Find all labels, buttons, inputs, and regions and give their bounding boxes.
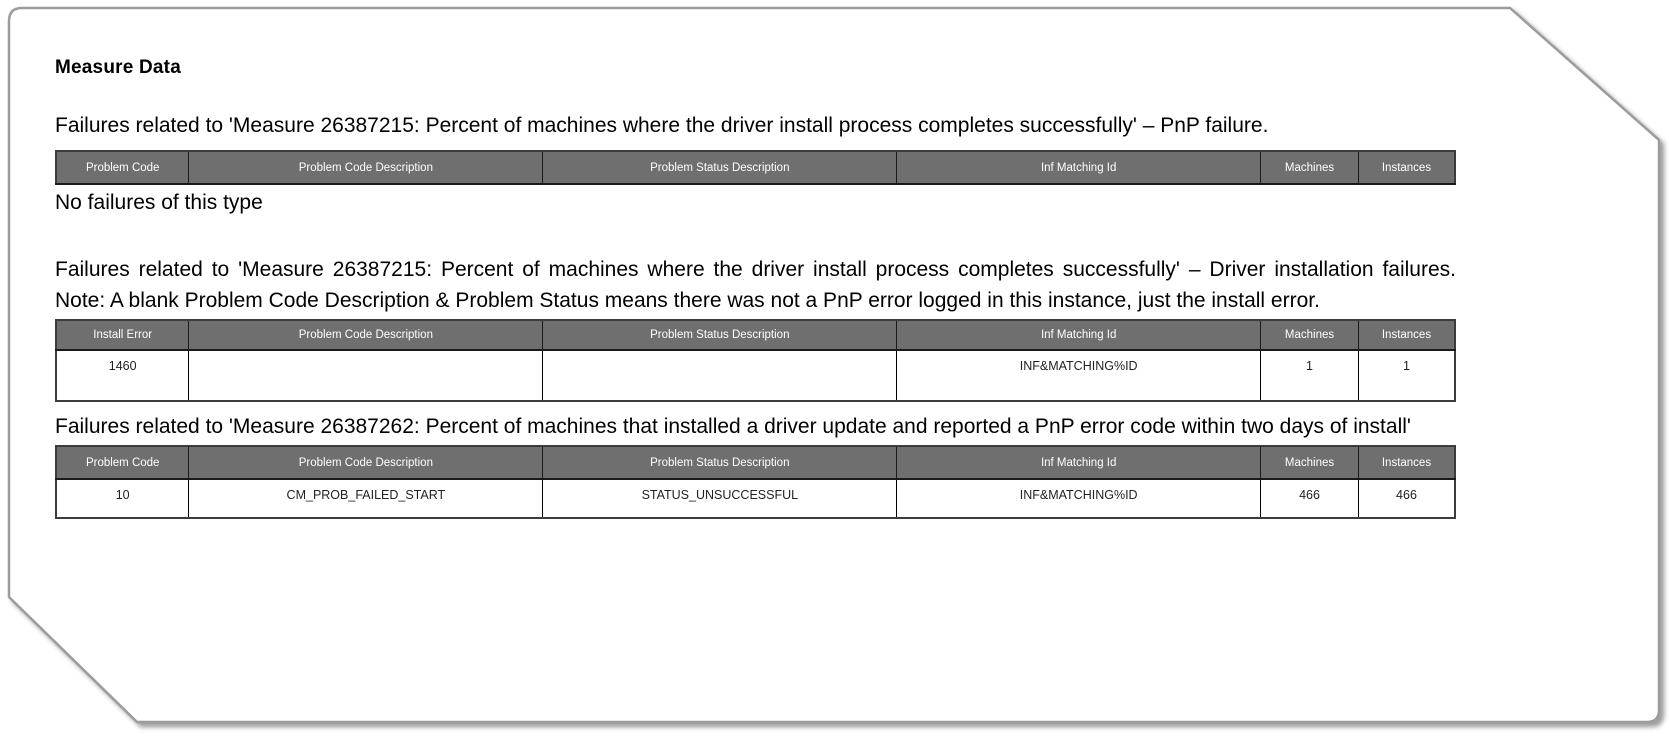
- column-header: Problem Status Description: [542, 445, 898, 480]
- table-cell: 10: [55, 478, 190, 519]
- section-2-intro: Failures related to 'Measure 26387215: P…: [55, 258, 1456, 312]
- table-cell: INF&MATCHING%ID: [896, 478, 1262, 519]
- column-header: Problem Code Description: [188, 445, 544, 480]
- column-header: Machines: [1260, 150, 1359, 185]
- driver-install-failure-table: Install Error Problem Code Description P…: [55, 319, 1456, 402]
- table-cell: CM_PROB_FAILED_START: [188, 478, 544, 519]
- table-cell: 466: [1357, 478, 1456, 519]
- column-header: Instances: [1357, 150, 1456, 185]
- section-3-intro: Failures related to 'Measure 26387262: P…: [55, 415, 1411, 438]
- table-header-row: Install Error Problem Code Description P…: [55, 319, 1456, 351]
- table-cell: STATUS_UNSUCCESSFUL: [542, 478, 898, 519]
- column-header: Inf Matching Id: [896, 445, 1262, 480]
- pnp-failure-table: Problem Code Problem Code Description Pr…: [55, 150, 1456, 185]
- column-header: Instances: [1357, 319, 1456, 351]
- pnp-error-code-table: Problem Code Problem Code Description Pr…: [55, 445, 1456, 519]
- table-header-row: Problem Code Problem Code Description Pr…: [55, 150, 1456, 185]
- table-cell: 1: [1357, 349, 1456, 402]
- table-row: 1460 INF&MATCHING%ID 1 1: [55, 349, 1456, 402]
- table-cell: 1: [1260, 349, 1359, 402]
- table-cell: [542, 349, 898, 402]
- column-header: Instances: [1357, 445, 1456, 480]
- column-header: Problem Status Description: [542, 150, 898, 185]
- column-header: Problem Code Description: [188, 319, 544, 351]
- table-cell: 1460: [55, 349, 190, 402]
- table-header-row: Problem Code Problem Code Description Pr…: [55, 445, 1456, 480]
- column-header: Inf Matching Id: [896, 319, 1262, 351]
- table-cell: [188, 349, 544, 402]
- column-header: Problem Code: [55, 445, 190, 480]
- column-header: Problem Code: [55, 150, 190, 185]
- table-row: 10 CM_PROB_FAILED_START STATUS_UNSUCCESS…: [55, 478, 1456, 519]
- page-title: Measure Data: [55, 57, 181, 78]
- section-1-intro: Failures related to 'Measure 26387215: P…: [55, 114, 1269, 137]
- column-header: Problem Code Description: [188, 150, 544, 185]
- column-header: Problem Status Description: [542, 319, 898, 351]
- no-failures-note: No failures of this type: [55, 191, 263, 214]
- column-header: Machines: [1260, 445, 1359, 480]
- column-header: Install Error: [55, 319, 190, 351]
- report-content: Measure Data Failures related to 'Measur…: [55, 44, 1456, 519]
- table-cell: INF&MATCHING%ID: [896, 349, 1262, 402]
- column-header: Machines: [1260, 319, 1359, 351]
- column-header: Inf Matching Id: [896, 150, 1262, 185]
- table-cell: 466: [1260, 478, 1359, 519]
